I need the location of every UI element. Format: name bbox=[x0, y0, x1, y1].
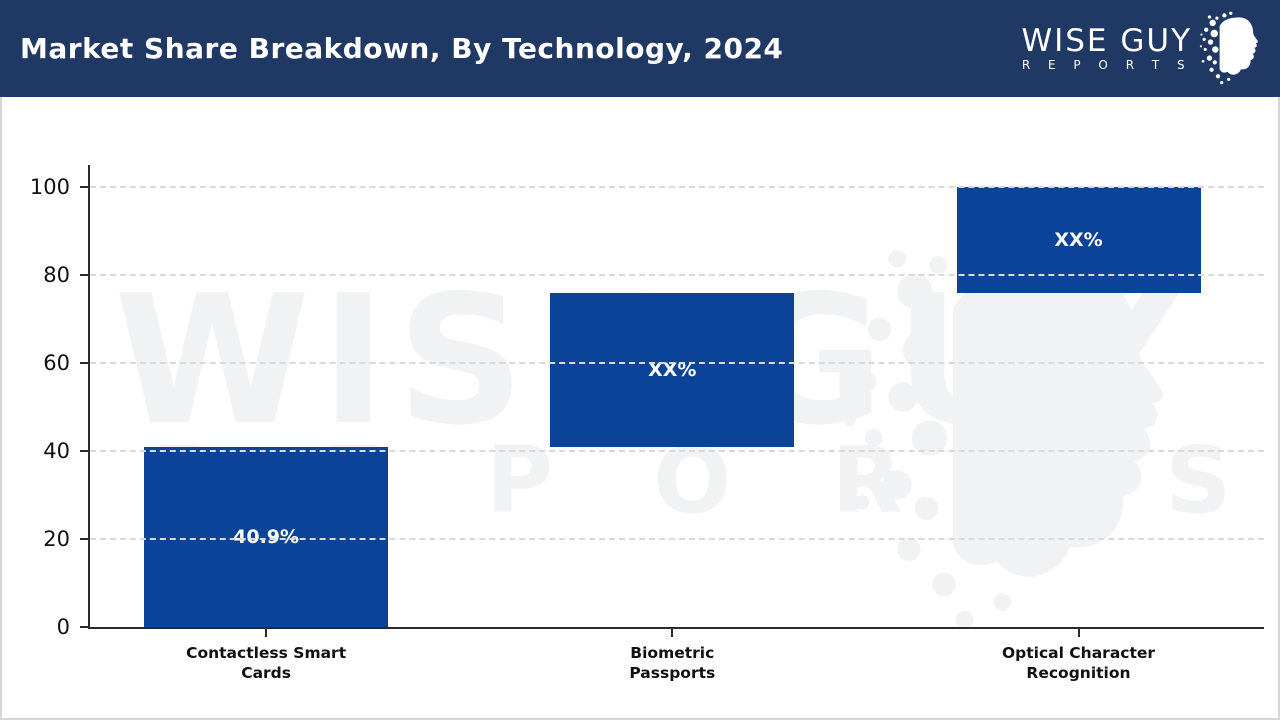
bar-segment: XX% bbox=[956, 187, 1201, 294]
y-tick-label-80: 80 bbox=[43, 263, 70, 287]
logo-text: WISE GUY R E P O R T S bbox=[1021, 25, 1192, 72]
x-tick-2 bbox=[1077, 629, 1080, 637]
bar-segment: 40.9% bbox=[144, 447, 389, 627]
x-category-label: Contactless Smart Cards bbox=[186, 644, 347, 682]
x-category-label: Biometric Passports bbox=[629, 644, 716, 682]
x-axis-line bbox=[88, 627, 1264, 629]
gridline-20 bbox=[90, 538, 1264, 540]
bar-value-label: XX% bbox=[1054, 229, 1103, 252]
y-tick-label-60: 60 bbox=[43, 351, 70, 375]
y-tick-40 bbox=[80, 450, 88, 452]
gridline-60 bbox=[90, 362, 1264, 364]
y-tick-label-100: 100 bbox=[29, 175, 70, 199]
gridline-80 bbox=[90, 274, 1264, 276]
plot-area: 0 20 40 60 80 100 40.9% Contactless Smart Cards… bbox=[30, 165, 1264, 682]
y-tick-20 bbox=[80, 538, 88, 540]
y-tick-label-20: 20 bbox=[43, 527, 70, 551]
page-title: Market Share Breakdown, By Technology, 2… bbox=[20, 32, 784, 65]
y-tick-label-40: 40 bbox=[43, 439, 70, 463]
bar-value-label: 40.9% bbox=[233, 526, 300, 548]
logo-subtext: R E P O R T S bbox=[1021, 58, 1192, 72]
bar-value-label: XX% bbox=[648, 359, 697, 382]
x-category-label: Optical Character Recognition bbox=[1001, 644, 1156, 682]
y-tick-0 bbox=[80, 626, 88, 628]
gridline-100 bbox=[90, 186, 1264, 188]
x-tick-0 bbox=[265, 629, 268, 637]
x-tick-1 bbox=[671, 629, 674, 637]
y-tick-80 bbox=[80, 274, 88, 276]
header: Market Share Breakdown, By Technology, 2… bbox=[0, 0, 1280, 97]
logo-wordmark: WISE GUY bbox=[1021, 23, 1192, 59]
y-tick-100 bbox=[80, 186, 88, 188]
y-axis-line bbox=[88, 165, 90, 629]
y-tick-60 bbox=[80, 362, 88, 364]
y-tick-label-0: 0 bbox=[56, 615, 70, 639]
bar-segment: XX% bbox=[550, 293, 795, 448]
wiseguy-face-icon bbox=[1199, 11, 1258, 84]
gridline-40 bbox=[90, 450, 1264, 452]
wiseguy-logo: WISE GUY R E P O R T S bbox=[1021, 9, 1266, 89]
